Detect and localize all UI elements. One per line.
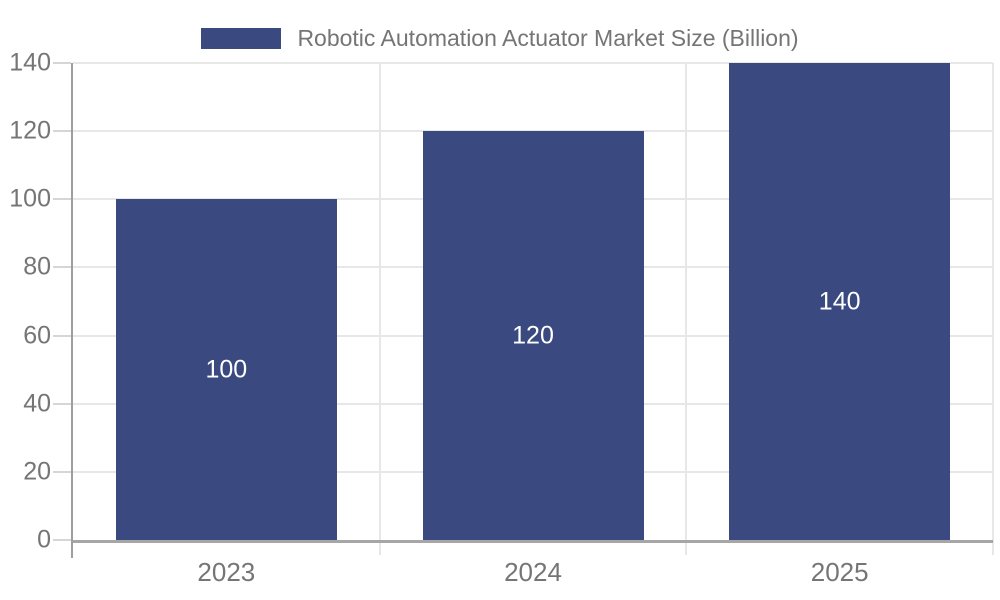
legend-label: Robotic Automation Actuator Market Size … — [297, 25, 799, 51]
bar-2025 — [729, 63, 951, 540]
category-separator — [378, 63, 381, 555]
category-separator — [685, 63, 688, 555]
y-tick-label: 120 — [9, 116, 51, 145]
y-tick — [53, 539, 71, 541]
y-tick-label: 60 — [23, 321, 51, 350]
legend-swatch-icon — [201, 28, 282, 50]
y-tick-label: 80 — [23, 252, 51, 281]
bar-value-label: 140 — [818, 287, 861, 315]
y-tick — [53, 266, 71, 269]
legend: Robotic Automation Actuator Market Size … — [0, 25, 1000, 53]
y-tick — [53, 470, 71, 473]
y-tick-label: 140 — [9, 48, 51, 77]
y-tick — [53, 62, 71, 64]
bar-2024 — [422, 131, 644, 540]
x-tick-label: 2025 — [810, 557, 869, 587]
y-tick — [53, 198, 71, 201]
category-separator — [992, 63, 994, 555]
bar-value-label: 120 — [512, 321, 554, 350]
y-axis-labels: 0 20 40 60 80 100 120 140 — [0, 50, 53, 552]
y-tick-label: 40 — [23, 389, 51, 418]
bar-value-label: 100 — [205, 355, 248, 384]
y-tick-label: 100 — [9, 184, 51, 213]
x-tick-label: 2023 — [197, 557, 256, 587]
legend-item[interactable]: Robotic Automation Actuator Market Size … — [201, 25, 799, 53]
gridline — [73, 62, 993, 64]
y-axis-line — [71, 63, 73, 558]
y-tick — [53, 130, 71, 133]
x-tick-label: 2024 — [504, 557, 562, 587]
y-tick-label: 20 — [23, 457, 51, 486]
plot-area: 100 120 140 — [73, 62, 994, 555]
y-tick — [53, 402, 71, 405]
y-tick-label: 0 — [37, 525, 51, 554]
y-tick — [53, 334, 71, 337]
x-axis-line — [73, 540, 993, 543]
bar-2023 — [115, 199, 337, 540]
